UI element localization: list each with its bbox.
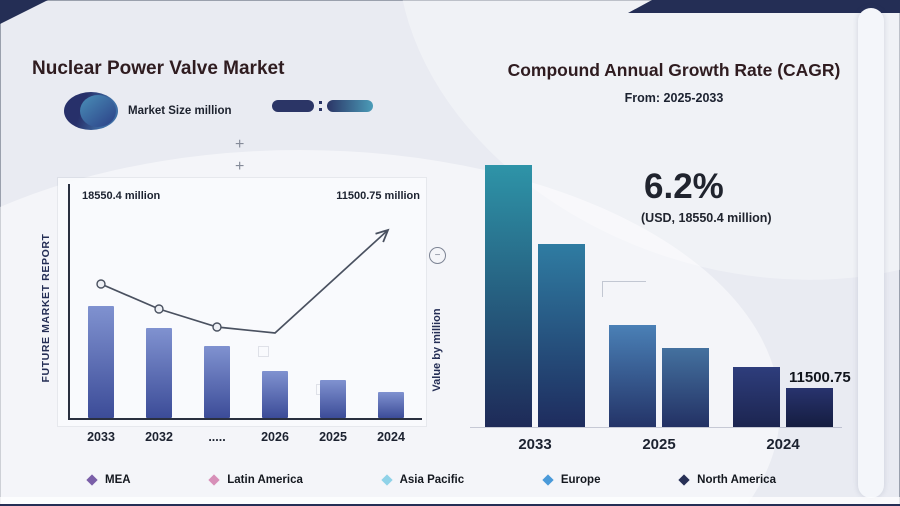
annotation-start-value: 18550.4 million — [82, 190, 161, 202]
corner-accent — [0, 0, 48, 24]
cagr-baseline — [470, 427, 842, 428]
legend-item-latin-america: Latin America — [208, 474, 303, 486]
cagr-bar-2024-bar-left — [733, 367, 780, 427]
cagr-note: (USD, 18550.4 million) — [641, 211, 772, 225]
side-accent-bar — [858, 8, 884, 498]
market-bar-..... — [204, 346, 230, 418]
cagr-bar-group-2033 — [485, 165, 585, 427]
market-xlabel: ..... — [208, 430, 226, 444]
value-axis-label: Value by million — [431, 308, 443, 392]
legend-diamond-icon — [86, 474, 98, 486]
cagr-xlabel-2025: 2025 — [642, 436, 676, 453]
market-bar-2025 — [320, 380, 346, 418]
y-axis-line — [68, 184, 70, 420]
market-xlabel: 2026 — [261, 430, 289, 444]
market-xlabel: 2025 — [319, 430, 347, 444]
cagr-bar-2025-bar-right — [662, 348, 709, 427]
market-bar-2032 — [146, 328, 172, 418]
cagr-bar-2024-bar-right — [786, 388, 833, 427]
market-bar-2024 — [378, 392, 404, 418]
bottom-accent-line — [0, 504, 900, 506]
market-bars — [72, 188, 420, 418]
legend-pill-gradient — [327, 100, 373, 112]
ghost-square-deco — [258, 346, 269, 357]
legend-pill-dark — [272, 100, 314, 112]
legend-diamond-icon — [208, 474, 220, 486]
legend-diamond-icon — [678, 474, 690, 486]
legend-diamond-icon — [542, 474, 554, 486]
step-line-deco — [602, 281, 646, 297]
legend-label: Europe — [560, 474, 601, 486]
market-bar-2026 — [262, 371, 288, 418]
cagr-bar-2033-bar-right — [538, 244, 585, 427]
cagr-xlabel-2033: 2033 — [518, 436, 552, 453]
market-xlabels: 2033 2032..... 2026 2025 2024 — [72, 430, 420, 444]
legend: MEA Latin America Asia Pacific Europe North … — [86, 474, 776, 486]
market-xlabel: 2032 — [145, 430, 173, 444]
cagr-bar-2025-bar-left — [609, 325, 656, 427]
minus-circle-icon: − — [429, 247, 446, 264]
cagr-value: 6.2% — [644, 167, 724, 206]
market-bar-2033 — [88, 306, 114, 418]
legend-label: North America — [697, 474, 776, 486]
legend-item-mea: MEA — [86, 474, 131, 486]
market-size-chart: 18550.4 million 11500.75 million — [58, 178, 426, 426]
top-accent-band — [628, 0, 900, 13]
cagr-title: Compound Annual Growth Rate (CAGR) — [507, 60, 841, 80]
legend-label: MEA — [105, 474, 131, 486]
legend-item-north-america: North America — [678, 474, 776, 486]
legend-label: Latin America — [227, 474, 303, 486]
cagr-bar-group-2025 — [609, 325, 709, 427]
x-axis-line — [68, 418, 422, 420]
market-size-label: Market Size million — [128, 105, 232, 117]
cagr-bar-2033-bar-left — [485, 165, 532, 427]
legend-diamond-icon — [380, 474, 393, 486]
market-xlabel: 2033 — [87, 430, 115, 444]
cylinder-face — [80, 95, 116, 127]
colon-separator-icon — [319, 101, 322, 104]
plus-icon: + — [235, 158, 245, 175]
watermark-vertical-text: FUTURE MARKET REPORT — [40, 233, 52, 383]
market-xlabel: 2024 — [377, 430, 405, 444]
plus-icon: + — [235, 136, 245, 153]
cagr-bar-group-2024 — [733, 367, 833, 427]
market-size-icon — [64, 92, 118, 130]
cagr-xlabel-2024: 2024 — [766, 436, 800, 453]
bottom-accent-strip — [0, 497, 900, 504]
cagr-subtitle: From: 2025-2033 — [624, 91, 724, 105]
legend-item-asia-pacific: Asia Pacific — [380, 474, 465, 486]
annotation-end-value: 11500.75 million — [336, 190, 420, 202]
value-callout: 11500.75 — [789, 369, 851, 386]
cagr-bars — [485, 165, 833, 427]
legend-label: Asia Pacific — [399, 474, 465, 486]
legend-item-europe: Europe — [542, 474, 601, 486]
page-title: Nuclear Power Valve Market — [32, 58, 285, 79]
